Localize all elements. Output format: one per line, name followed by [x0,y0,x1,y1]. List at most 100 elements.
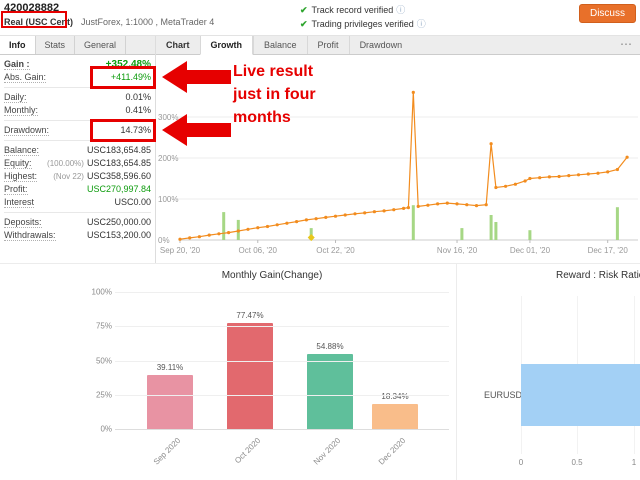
verification-label: Track record verified [311,5,394,15]
info-icon[interactable]: ⓘ [416,19,426,29]
divider [4,87,151,88]
bar-nov-2020 [307,353,353,429]
bar-value-label: 54.88% [316,341,344,351]
tab-general[interactable]: General [75,36,127,54]
growth-chart: 0% 100% 200% 300% Sep 20, '20 Oct 06, '20 Oct … [158,90,638,255]
chart-panel: Chart Growth Balance Profit Drawdown ⋯ 0… [156,36,640,263]
bar-category-label: Nov 2020 [311,436,343,467]
discuss-button[interactable]: Discuss [578,4,636,23]
bar-category-label: Dec 2020 [376,436,408,467]
stats-sidebar: Info Stats General Gain : +352.48% Abs. … [0,36,156,263]
stat-value: USC358,596.60 [86,171,151,181]
bar-category-label: Sep 2020 [151,436,183,467]
check-icon: ✔ [300,19,308,29]
symbol-label: EURUSD [484,390,523,400]
tab-info[interactable]: Info [0,36,36,54]
track-record-verified: ✔ Track record verified ⓘ [300,3,426,17]
svg-text:Oct 06, '20: Oct 06, '20 [239,246,278,255]
gridline [115,429,449,430]
bar-value-label: 39.11% [156,363,184,373]
tab-profit[interactable]: Profit [306,36,349,54]
chart-section-label: Chart [166,40,190,50]
bar-value-label: 77.47% [236,310,264,320]
eurusd-bar [521,364,640,426]
stat-label: Gain : [4,59,30,70]
y-axis-label: 50% [95,356,112,365]
svg-text:Nov 16, '20: Nov 16, '20 [437,246,478,255]
axis-tick: 0 [518,458,524,467]
y-axis-label: 0% [100,424,112,434]
svg-text:Dec 17, '20: Dec 17, '20 [588,246,629,255]
check-icon: ✔ [300,5,308,15]
stats-list: Gain : +352.48% Abs. Gain: +411.49% Dail… [0,55,155,242]
stat-label: Deposits: [4,217,42,228]
stat-prefix: (Nov 22) [53,172,84,181]
gridline [115,360,449,362]
gridline [115,292,449,293]
stat-value: +411.49% [110,72,151,82]
svg-text:200%: 200% [158,154,178,163]
divider [4,212,151,213]
svg-text:Oct 22, '20: Oct 22, '20 [316,246,355,255]
stat-label: Profit: [4,184,28,195]
stat-row-deposits: Deposits: USC250,000.00 [4,216,151,229]
monthly-gain-plot: 39.11% 77.47% 54.88% 18.34% Sep 2020 Oct… [92,288,449,467]
header: 420028882 Real (USC Cent) JustForex, 1:10… [0,0,640,36]
stat-value: USC270,997.84 [86,184,151,194]
bar-oct-2020 [227,322,273,429]
tab-balance[interactable]: Balance [253,36,307,54]
stat-label: Drawdown: [4,125,50,136]
stat-value: 0.01% [125,92,151,102]
reward-risk-chart: Reward : Risk Ratio EURUSD 0 0.5 1 [456,264,640,480]
sidebar-tabs: Info Stats General [0,36,155,55]
monthly-gain-chart: Monthly Gain(Change) 39.11% 77.47% 54.88… [88,264,456,480]
stat-row-drawdown: Drawdown: 14.73% [4,124,151,137]
stat-value: USC250,000.00 [86,217,151,227]
tab-stats[interactable]: Stats [36,36,76,54]
account-subtitle: Real (USC Cent) JustForex, 1:1000 , MetaT… [4,17,214,27]
bar-value-label: 18.34% [381,391,409,401]
account-id: 420028882 [4,2,60,14]
info-icon[interactable]: ⓘ [396,5,406,15]
gridline [115,326,449,328]
stat-label: Daily: [4,92,27,103]
account-type[interactable]: Real (USC Cent) [4,17,74,27]
stat-label: Interest [4,197,35,208]
stat-label: Equity: [4,158,32,169]
bottom-charts: Monthly Gain(Change) 39.11% 77.47% 54.88… [0,263,640,480]
broker-info: JustForex, 1:1000 , MetaTrader 4 [81,17,215,27]
divider [4,120,151,121]
svg-text:0%: 0% [158,236,170,245]
stat-row-profit: Profit: USC270,997.84 [4,183,151,196]
verification-badges: ✔ Track record verified ⓘ ✔ Trading privile… [300,3,426,31]
y-axis-label: 75% [95,321,112,331]
stat-label: Balance: [4,145,40,156]
stat-value: 14.73% [120,125,151,135]
stat-row-monthly: Monthly: 0.41% [4,104,151,117]
tab-growth[interactable]: Growth [199,36,254,55]
tab-drawdown[interactable]: Drawdown [348,36,413,54]
chart-menu-icon[interactable]: ⋯ [620,37,632,51]
chart-tabs: Chart Growth Balance Profit Drawdown ⋯ [156,36,640,55]
stat-row-balance: Balance: USC183,654.85 [4,144,151,157]
stat-row-daily: Daily: 0.01% [4,91,151,104]
bar-category-label: Oct 2020 [233,436,263,466]
stat-row-highest: Highest: (Nov 22) USC358,596.60 [4,170,151,183]
bar-dec-2020 [372,403,418,429]
monthly-gain-title: Monthly Gain(Change) [221,270,323,281]
stat-value: USC153,200.00 [86,230,151,240]
trading-privileges-verified: ✔ Trading privileges verified ⓘ [300,17,426,31]
stat-row-interest: Interest USC0.00 [4,196,151,209]
svg-text:100%: 100% [158,195,178,204]
gridline [115,394,449,396]
stat-prefix: (100.00%) [47,159,84,168]
stat-value: USC183,654.85 [86,145,151,155]
bar-sep-2020 [147,375,193,429]
stat-value: USC0.00 [114,197,151,207]
stat-row-withdrawals: Withdrawals: USC153,200.00 [4,229,151,242]
stat-label: Highest: [4,171,38,182]
stat-row-gain: Gain : +352.48% [4,58,151,71]
svg-text:Sep 20, '20: Sep 20, '20 [160,246,201,255]
svg-text:300%: 300% [158,113,178,122]
